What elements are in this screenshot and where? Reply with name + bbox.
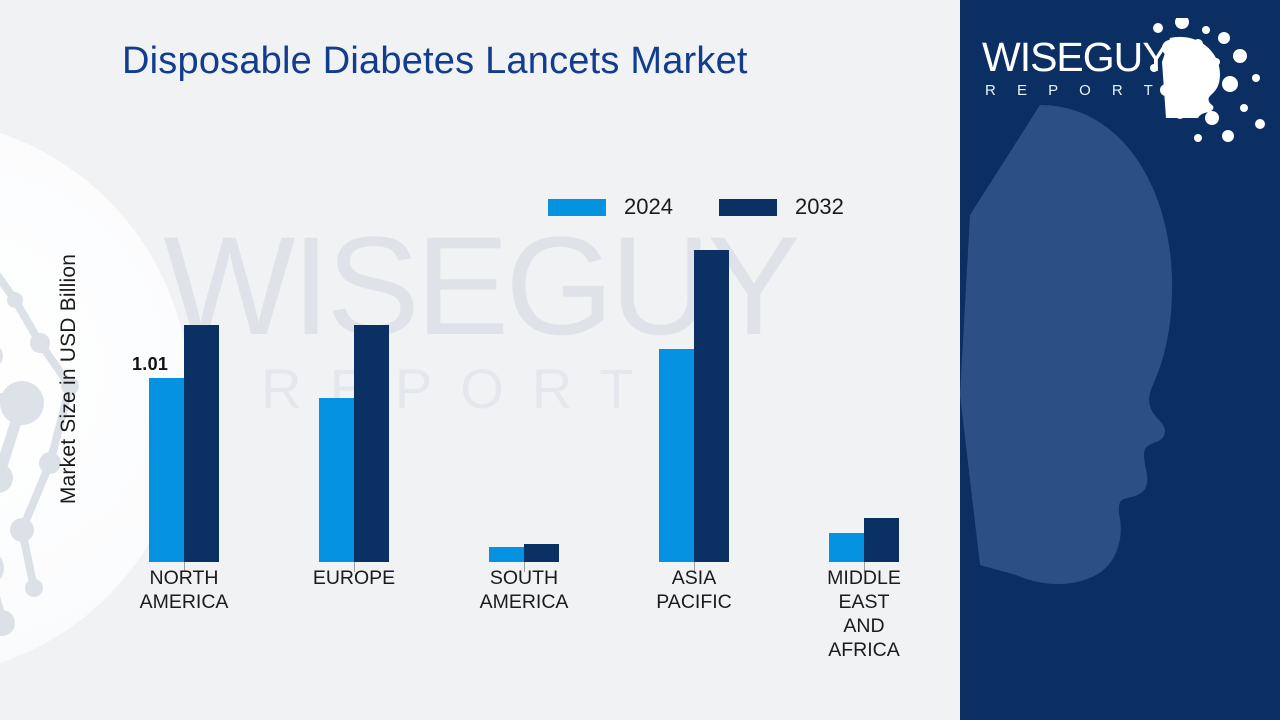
y-axis-title-text: Market Size in USD Billion xyxy=(57,253,80,505)
legend-label-2024: 2024 xyxy=(624,194,673,219)
bar-group xyxy=(489,544,559,562)
logo-subtitle: R E P O R T S xyxy=(985,82,1193,99)
bar-2024 xyxy=(829,533,864,562)
brand-panel xyxy=(960,0,1280,720)
legend-item-2024: 2024 xyxy=(548,194,673,220)
legend-item-2032: 2032 xyxy=(718,194,844,220)
bar-2032 xyxy=(864,518,899,562)
bar-2032 xyxy=(354,325,389,562)
bar-group xyxy=(829,518,899,562)
bar-2032 xyxy=(694,250,729,562)
x-axis-tick xyxy=(694,562,695,572)
x-axis-label: EUROPE xyxy=(312,567,396,589)
x-axis-label: SOUTH AMERICA xyxy=(479,567,569,613)
x-axis-label: MIDDLE EAST AND AFRICA xyxy=(827,567,901,661)
legend-swatch-2032 xyxy=(718,198,777,216)
wiseguy-reports-logo: WISEGUY R E P O R T S xyxy=(982,34,1220,118)
x-axis-label: NORTH AMERICA xyxy=(139,567,229,613)
bar-group xyxy=(319,325,389,562)
head-profile-silhouette xyxy=(960,105,1173,585)
bar-2024 xyxy=(489,547,524,562)
head-profile-icon xyxy=(1162,36,1220,118)
y-axis-title: Market Size in USD Billion xyxy=(48,196,90,562)
bar-2024 xyxy=(319,398,354,562)
bar-2032 xyxy=(524,544,559,562)
molecule-dot-pattern xyxy=(0,236,79,636)
x-axis-tick xyxy=(524,562,525,572)
bar-chart: Market Size in USD Billion 2024 2032 NORT… xyxy=(48,194,940,661)
legend-swatch-2024 xyxy=(548,198,606,216)
plot-area xyxy=(110,230,940,562)
bar-group xyxy=(659,250,729,562)
bar-2024 xyxy=(149,378,184,562)
bar-2032 xyxy=(184,325,219,562)
page-title: Disposable Diabetes Lancets Market xyxy=(122,40,748,82)
chart-legend: 2024 2032 xyxy=(548,194,844,220)
logo-wordmark: WISEGUY xyxy=(982,34,1170,80)
x-axis-tick xyxy=(184,562,185,572)
bar-value-label: 1.01 xyxy=(132,354,169,374)
legend-label-2032: 2032 xyxy=(794,194,844,219)
bar-group xyxy=(149,325,219,562)
x-axis-tick xyxy=(864,562,865,572)
bar-2024 xyxy=(659,349,694,562)
x-axis-label: ASIA PACIFIC xyxy=(656,567,732,613)
x-axis-tick xyxy=(354,562,355,572)
